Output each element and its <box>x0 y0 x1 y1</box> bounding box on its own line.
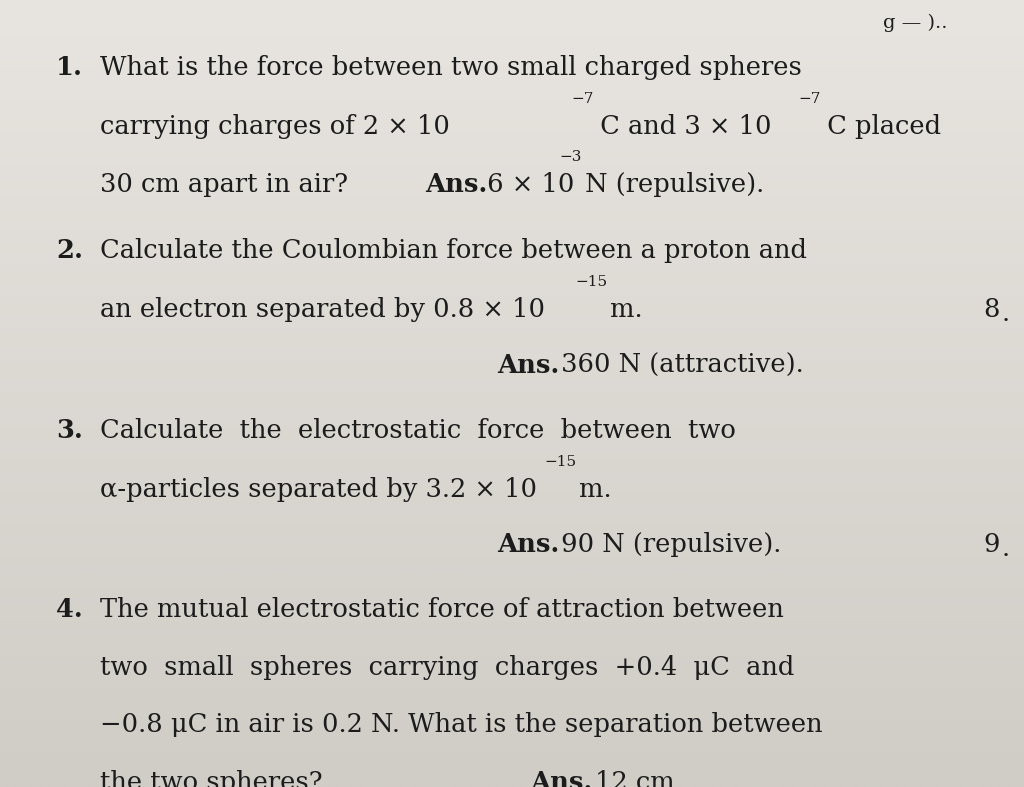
Text: N (repulsive).: N (repulsive). <box>577 172 764 197</box>
Text: 6 × 10: 6 × 10 <box>479 172 574 197</box>
Text: m.: m. <box>571 477 612 502</box>
Text: −3: −3 <box>559 150 582 164</box>
Text: The mutual electrostatic force of attraction between: The mutual electrostatic force of attrac… <box>100 597 784 623</box>
Text: 1.: 1. <box>56 55 83 80</box>
Text: Calculate  the  electrostatic  force  between  two: Calculate the electrostatic force betwee… <box>100 418 736 443</box>
Text: Calculate the Coulombian force between a proton and: Calculate the Coulombian force between a… <box>100 238 807 264</box>
Text: Ans.: Ans. <box>425 172 487 197</box>
Text: −7: −7 <box>799 92 821 106</box>
Text: an electron separated by 0.8 × 10: an electron separated by 0.8 × 10 <box>100 297 546 323</box>
Text: 4.: 4. <box>56 597 83 623</box>
Text: C placed: C placed <box>819 114 941 139</box>
Text: C and 3 × 10: C and 3 × 10 <box>592 114 771 139</box>
Text: 2.: 2. <box>56 238 83 264</box>
Text: two  small  spheres  carrying  charges  +0.4  μC  and: two small spheres carrying charges +0.4 … <box>100 655 795 680</box>
Text: g — )..: g — ).. <box>883 14 947 32</box>
Text: m.: m. <box>602 297 643 323</box>
Text: 360 N (attractive).: 360 N (attractive). <box>553 353 804 378</box>
Text: −7: −7 <box>571 92 594 106</box>
Text: .: . <box>1001 301 1010 327</box>
Text: carrying charges of 2 × 10: carrying charges of 2 × 10 <box>100 114 451 139</box>
Text: 90 N (repulsive).: 90 N (repulsive). <box>553 532 781 557</box>
Text: 8: 8 <box>983 297 999 323</box>
Text: 30 cm apart in air?: 30 cm apart in air? <box>100 172 348 197</box>
Text: Ans.: Ans. <box>497 353 559 378</box>
Text: What is the force between two small charged spheres: What is the force between two small char… <box>100 55 802 80</box>
Text: α-particles separated by 3.2 × 10: α-particles separated by 3.2 × 10 <box>100 477 538 502</box>
Text: −0.8 μC in air is 0.2 N. What is the separation between: −0.8 μC in air is 0.2 N. What is the sep… <box>100 712 823 737</box>
Text: .: . <box>1001 536 1010 561</box>
Text: 3.: 3. <box>56 418 83 443</box>
Text: 12 cm.: 12 cm. <box>587 770 683 787</box>
Text: Ans.: Ans. <box>497 532 559 557</box>
Text: the two spheres?: the two spheres? <box>100 770 323 787</box>
Text: −15: −15 <box>575 275 607 290</box>
Text: −15: −15 <box>545 455 577 469</box>
Text: 9: 9 <box>983 532 999 557</box>
Text: Ans.: Ans. <box>530 770 593 787</box>
